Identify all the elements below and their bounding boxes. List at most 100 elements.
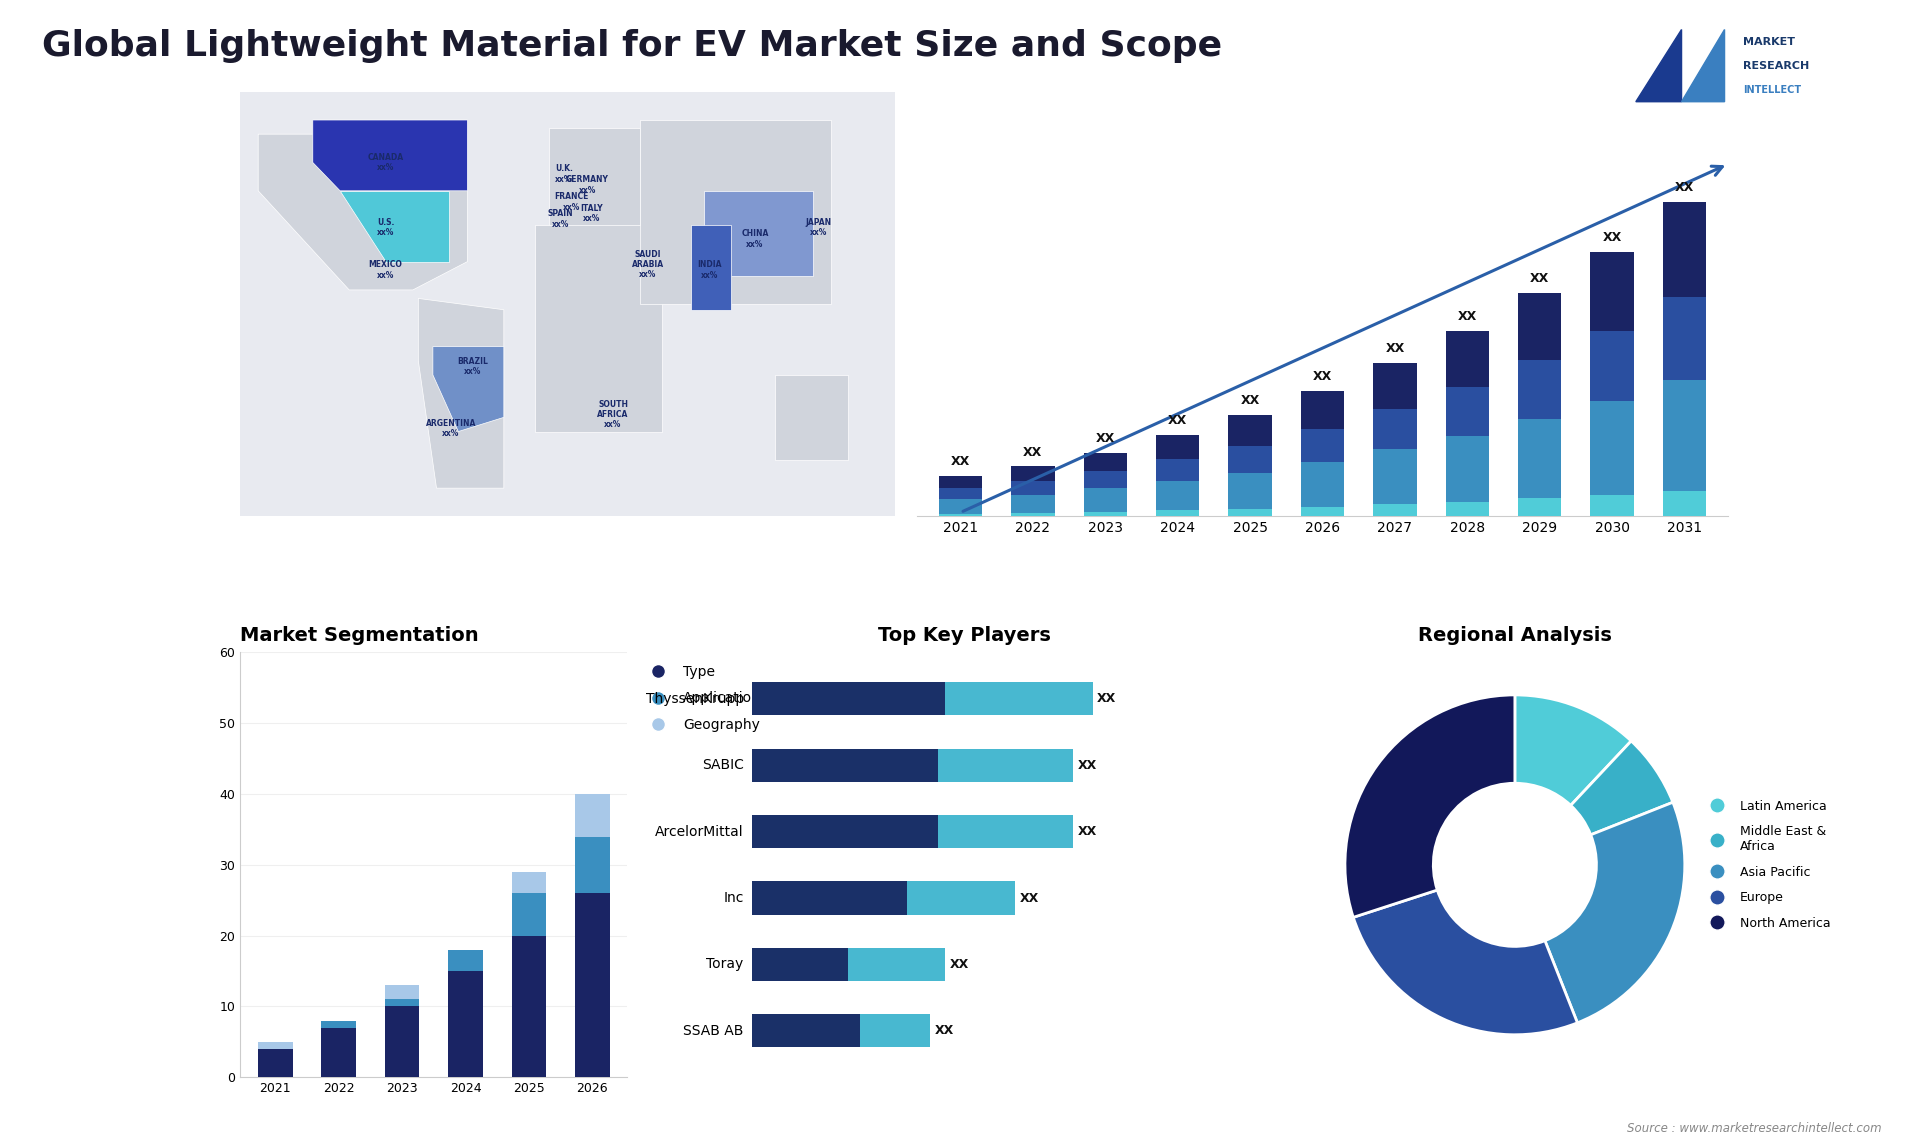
Title: Top Key Players: Top Key Players [877, 627, 1050, 645]
Bar [1300, 507, 1344, 517]
Text: GERMANY
xx%: GERMANY xx% [566, 175, 609, 195]
Bar [1300, 462, 1344, 507]
Text: XX: XX [1386, 342, 1405, 355]
Bar [1156, 510, 1200, 517]
Text: XX: XX [1096, 692, 1116, 706]
Wedge shape [1344, 694, 1515, 917]
Text: ITALY
xx%: ITALY xx% [580, 204, 603, 223]
Text: XX: XX [1020, 892, 1039, 904]
Text: RESEARCH: RESEARCH [1743, 61, 1811, 71]
Bar [321, 1028, 355, 1077]
Polygon shape [257, 134, 467, 290]
Bar [574, 837, 611, 893]
Bar [1012, 512, 1054, 517]
Bar [1083, 471, 1127, 488]
Text: XX: XX [935, 1025, 954, 1037]
Bar [574, 893, 611, 1077]
Bar [1373, 409, 1417, 449]
Bar [1012, 495, 1054, 512]
Text: INTELLECT: INTELLECT [1743, 85, 1801, 95]
Bar [1446, 331, 1490, 387]
Bar [1229, 472, 1271, 509]
Bar [1373, 449, 1417, 504]
Text: JAPAN
xx%: JAPAN xx% [806, 218, 831, 237]
Text: XX: XX [1077, 759, 1096, 771]
FancyBboxPatch shape [240, 92, 895, 517]
Bar [257, 1042, 292, 1049]
Bar [511, 872, 547, 893]
Wedge shape [1546, 802, 1684, 1023]
Text: Toray: Toray [707, 957, 743, 972]
Bar [1519, 293, 1561, 360]
Wedge shape [1571, 741, 1672, 834]
Bar [1229, 415, 1271, 446]
Polygon shape [432, 346, 503, 432]
Text: Market Segmentation: Market Segmentation [240, 627, 478, 645]
Text: XX: XX [1530, 273, 1549, 285]
Text: ARGENTINA
xx%: ARGENTINA xx% [426, 419, 476, 439]
Text: XX: XX [1240, 394, 1260, 407]
Text: U.K.
xx%: U.K. xx% [555, 164, 572, 183]
Polygon shape [536, 225, 662, 432]
Text: Source : www.marketresearchintellect.com: Source : www.marketresearchintellect.com [1626, 1122, 1882, 1135]
Text: XX: XX [1023, 446, 1043, 458]
Text: XX: XX [1457, 311, 1476, 323]
Polygon shape [340, 190, 449, 261]
Bar [1300, 429, 1344, 462]
Text: XX: XX [950, 958, 970, 971]
Text: FRANCE
xx%: FRANCE xx% [555, 193, 588, 212]
Text: MEXICO
xx%: MEXICO xx% [369, 260, 403, 280]
Bar [1373, 363, 1417, 409]
Polygon shape [1682, 30, 1724, 102]
Bar [1156, 460, 1200, 481]
Bar [1229, 446, 1271, 472]
Bar [1519, 360, 1561, 419]
Text: SAUDI
ARABIA
xx%: SAUDI ARABIA xx% [632, 250, 664, 280]
Legend: Type, Application, Geography: Type, Application, Geography [637, 659, 766, 738]
Wedge shape [1515, 694, 1632, 806]
Bar [906, 881, 1016, 915]
Polygon shape [691, 225, 732, 309]
Bar [1156, 481, 1200, 510]
Text: SOUTH
AFRICA
xx%: SOUTH AFRICA xx% [597, 400, 628, 430]
Bar [1012, 481, 1054, 495]
Bar [1519, 419, 1561, 499]
Polygon shape [776, 375, 849, 460]
Bar [1229, 509, 1271, 517]
Text: SABIC: SABIC [703, 759, 743, 772]
Bar [1590, 252, 1634, 331]
Bar [1083, 488, 1127, 511]
Text: Inc: Inc [724, 892, 743, 905]
Text: XX: XX [1077, 825, 1096, 838]
Bar [447, 971, 484, 1077]
Text: Global Lightweight Material for EV Market Size and Scope: Global Lightweight Material for EV Marke… [42, 29, 1223, 63]
Bar [751, 682, 945, 715]
Text: MARKET: MARKET [1743, 37, 1795, 47]
Bar [1373, 504, 1417, 517]
Bar [751, 881, 906, 915]
Bar [1663, 202, 1707, 297]
Bar [321, 1021, 355, 1028]
Bar [1300, 391, 1344, 429]
Text: INDIA
xx%: INDIA xx% [697, 260, 722, 280]
Bar [937, 815, 1073, 848]
Text: SPAIN
xx%: SPAIN xx% [547, 210, 572, 229]
Bar [1590, 495, 1634, 517]
Bar [751, 815, 937, 848]
Polygon shape [639, 120, 831, 304]
Bar [860, 1014, 929, 1047]
Text: U.S.
xx%: U.S. xx% [376, 218, 394, 237]
Bar [1446, 435, 1490, 502]
Bar [384, 1006, 419, 1077]
Bar [939, 488, 983, 500]
Bar [1590, 331, 1634, 401]
Text: XX: XX [1096, 432, 1116, 445]
Bar [939, 515, 983, 517]
Bar [751, 748, 937, 782]
Bar [1446, 387, 1490, 435]
Bar [1446, 502, 1490, 517]
Bar [937, 748, 1073, 782]
Bar [447, 950, 484, 971]
Bar [939, 500, 983, 515]
Wedge shape [1354, 890, 1578, 1035]
